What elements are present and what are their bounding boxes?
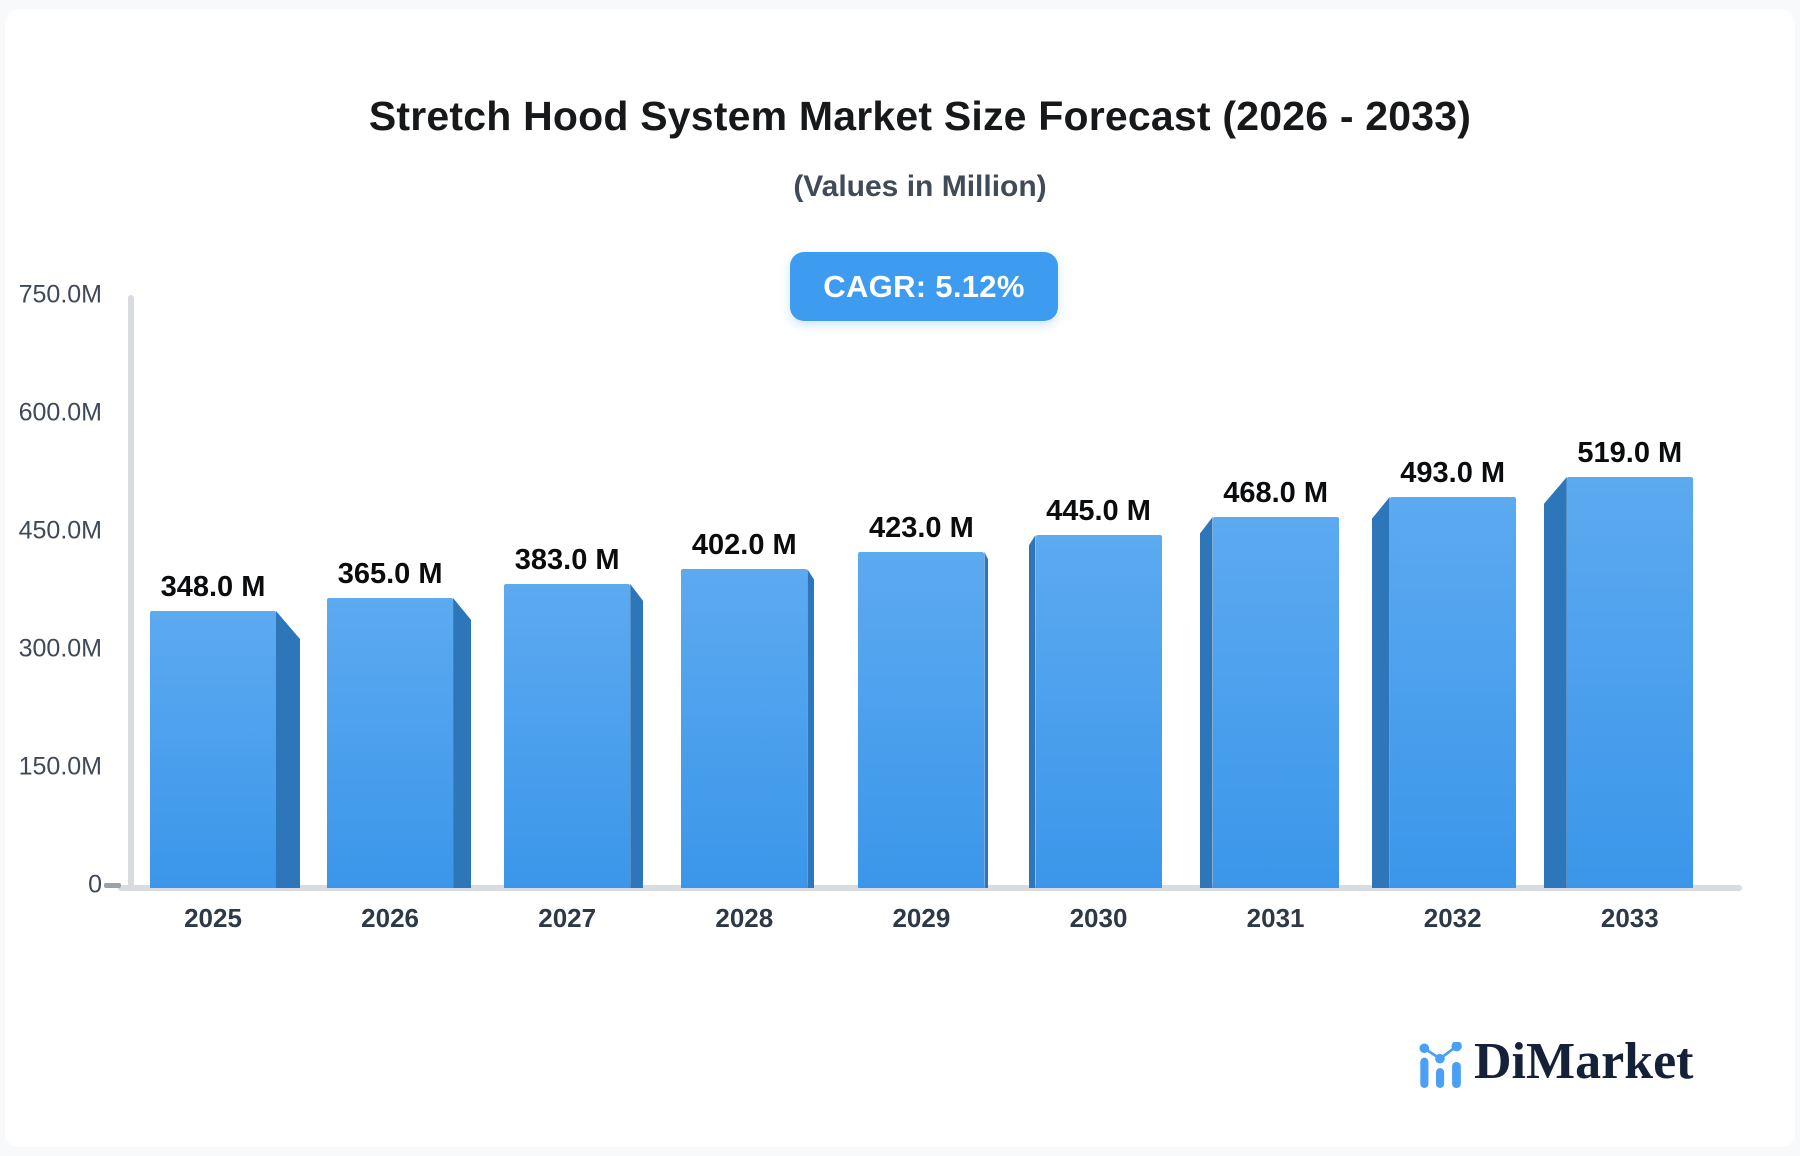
cagr-badge: CAGR: 5.12% xyxy=(790,252,1058,321)
bar-value-label-2025: 348.0 M xyxy=(160,571,266,603)
bar-2025[interactable] xyxy=(150,611,276,888)
x-axis-label-2026: 2026 xyxy=(361,903,420,933)
bar-3d-side-2028 xyxy=(807,569,815,888)
bar-value-label-2031: 468.0 M xyxy=(1223,477,1328,509)
x-axis-label-2029: 2029 xyxy=(892,903,951,933)
bar-2029[interactable] xyxy=(858,552,985,888)
bar-2026[interactable] xyxy=(327,598,454,888)
y-axis-label-300.0M: 300.0M xyxy=(18,634,102,663)
bar-2030[interactable] xyxy=(1035,535,1162,888)
y-axis-line xyxy=(128,295,134,891)
bar-3d-side-2027 xyxy=(630,584,644,888)
bar-value-label-2026: 365.0 M xyxy=(337,558,443,590)
bar-value-label-2033: 519.0 M xyxy=(1577,437,1683,469)
bar-value-label-2032: 493.0 M xyxy=(1400,457,1506,489)
y-axis-label-750.0M: 750.0M xyxy=(18,280,102,309)
chart-title: Stretch Hood System Market Size Forecast… xyxy=(368,93,1472,139)
bar-2028[interactable] xyxy=(681,569,808,888)
cagr-badge-label: CAGR: 5.12% xyxy=(823,268,1025,304)
y-axis-label-0: 0 xyxy=(88,870,102,899)
y-axis-label-450.0M: 450.0M xyxy=(18,516,102,545)
bar-3d-side-2033 xyxy=(1543,477,1567,888)
dimarket-logo: DiMarket xyxy=(1418,1036,1693,1088)
x-axis-label-2027: 2027 xyxy=(538,903,597,933)
bar-value-label-2028: 402.0 M xyxy=(691,529,797,561)
zero-tick-mark xyxy=(104,883,121,888)
x-axis-label-2030: 2030 xyxy=(1069,903,1128,933)
bar-3d-side-2025 xyxy=(276,611,300,888)
x-axis-label-2033: 2033 xyxy=(1600,903,1659,933)
bar-3d-side-2029 xyxy=(984,552,989,888)
bar-3d-side-2026 xyxy=(453,598,472,888)
bar-value-label-2027: 383.0 M xyxy=(514,544,620,576)
chart-subtitle: (Values in Million) xyxy=(793,170,1047,203)
bar-2031[interactable] xyxy=(1212,517,1339,888)
mini-bar-chart-icon xyxy=(1418,1040,1464,1088)
bar-value-label-2030: 445.0 M xyxy=(1046,495,1151,527)
x-axis-label-2031: 2031 xyxy=(1246,903,1305,933)
bar-2032[interactable] xyxy=(1389,497,1516,888)
bar-value-label-2029: 423.0 M xyxy=(868,512,974,544)
bar-3d-side-2032 xyxy=(1371,497,1390,888)
x-axis-label-2032: 2032 xyxy=(1423,903,1482,933)
dimarket-logo-text: DiMarket xyxy=(1474,1033,1694,1090)
y-axis-label-600.0M: 600.0M xyxy=(18,398,102,427)
bar-2027[interactable] xyxy=(504,584,631,888)
bar-3d-side-2031 xyxy=(1199,517,1213,888)
x-axis-label-2028: 2028 xyxy=(715,903,774,933)
bar-3d-side-2030 xyxy=(1028,535,1036,888)
bar-2033[interactable] xyxy=(1566,477,1693,888)
y-axis-label-150.0M: 150.0M xyxy=(18,752,102,781)
x-axis-label-2025: 2025 xyxy=(184,903,242,933)
x-axis-line xyxy=(118,885,1742,891)
